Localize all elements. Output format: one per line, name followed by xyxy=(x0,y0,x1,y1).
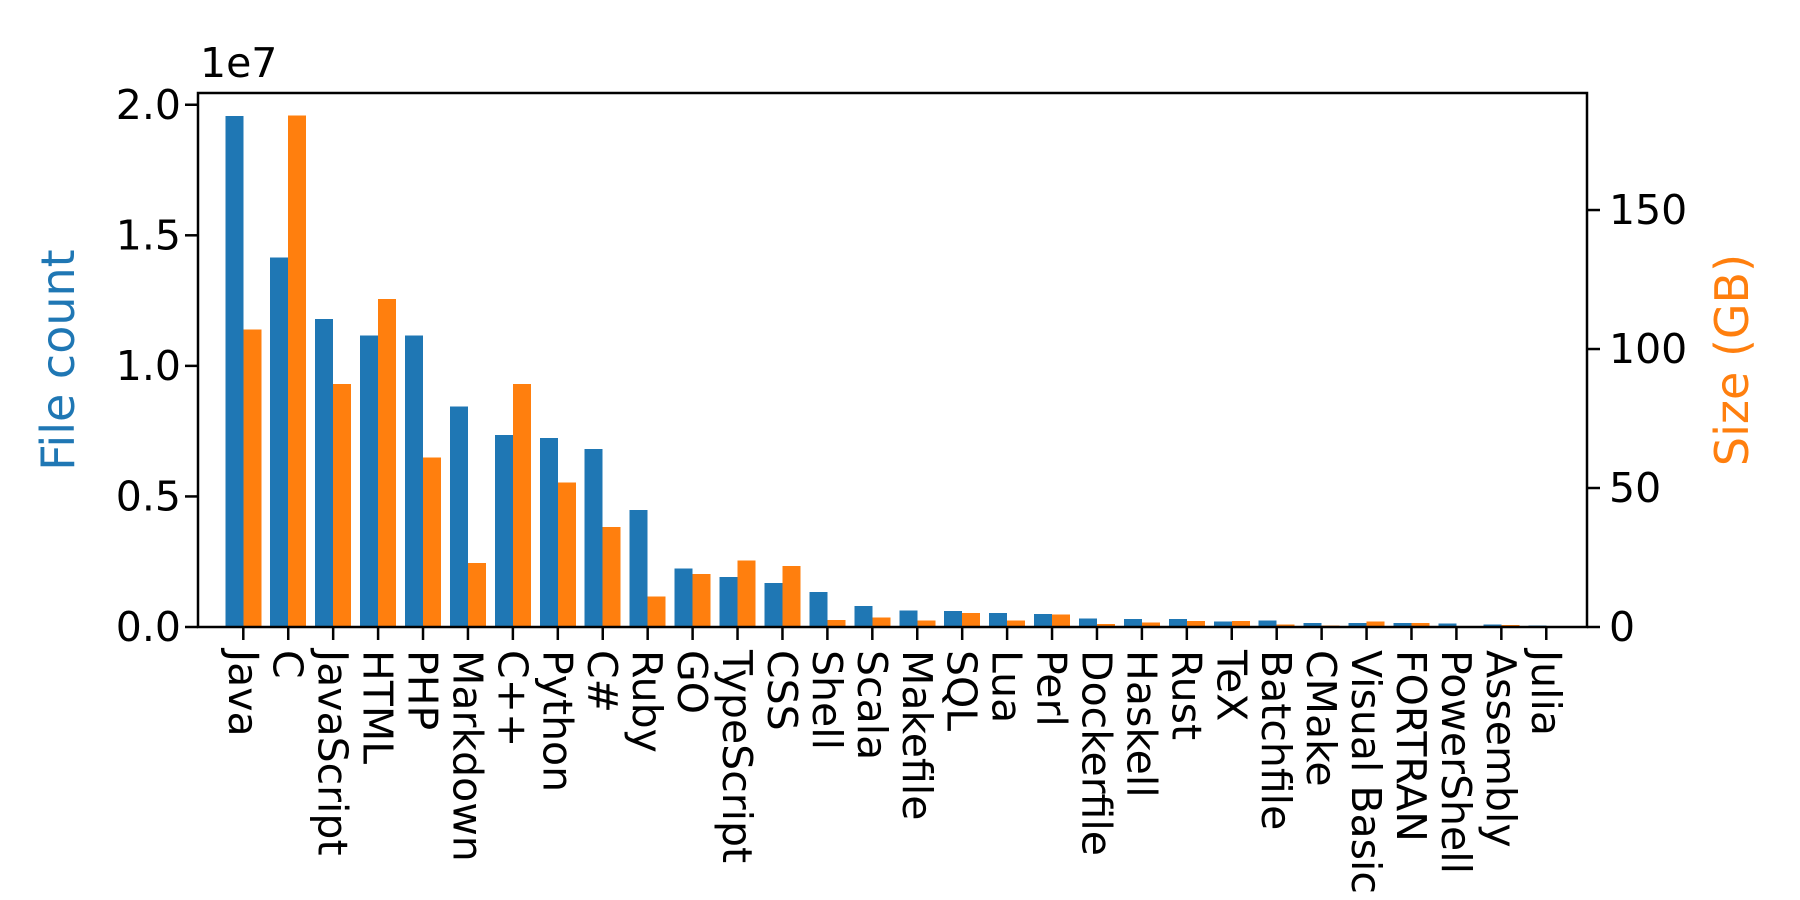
bar-size-C++ xyxy=(512,383,531,627)
left-tick-label-0.0: 0.0 xyxy=(116,603,181,651)
bar-file-count-C# xyxy=(584,448,603,627)
bar-file-count-PHP xyxy=(405,335,424,627)
bar-file-count-Scala xyxy=(854,606,873,627)
bar-file-count-Haskell xyxy=(1123,619,1142,627)
bar-file-count-C xyxy=(270,257,289,627)
x-tick-label-Markdown: Markdown xyxy=(443,650,491,862)
x-tick-label-HTML: HTML xyxy=(354,650,402,764)
bar-file-count-Ruby xyxy=(629,509,648,627)
x-tick-label-PowerShell: PowerShell xyxy=(1432,650,1480,874)
x-tick-label-C: C xyxy=(264,650,312,679)
x-tick-label-TypeScript: TypeScript xyxy=(713,649,761,863)
x-tick-label-Assembly: Assembly xyxy=(1477,650,1525,848)
bar-size-Java xyxy=(243,329,262,627)
x-tick-label-CSS: CSS xyxy=(758,650,806,731)
bar-file-count-Assembly xyxy=(1483,624,1502,627)
bar-size-FORTRAN xyxy=(1411,622,1430,627)
x-tick-label-Dockerfile: Dockerfile xyxy=(1072,650,1120,856)
x-tick-label-Lua: Lua xyxy=(983,650,1031,723)
bar-size-TypeScript xyxy=(737,560,756,627)
bar-file-count-FORTRAN xyxy=(1393,623,1412,627)
bar-file-count-PowerShell xyxy=(1438,623,1457,627)
x-tick-label-GO: GO xyxy=(668,650,716,714)
bar-size-Perl xyxy=(1052,614,1071,627)
bar-size-PHP xyxy=(423,457,442,627)
bar-size-HTML xyxy=(378,298,397,627)
left-tick-label-1.0: 1.0 xyxy=(116,342,181,390)
bar-size-CSS xyxy=(782,565,801,627)
bar-size-Visual Basic xyxy=(1366,621,1385,627)
x-tick-label-TeX: TeX xyxy=(1207,649,1255,721)
bar-file-count-JavaScript xyxy=(315,318,334,627)
bar-file-count-Perl xyxy=(1034,613,1053,627)
bar-file-count-Dockerfile xyxy=(1078,618,1097,627)
bar-file-count-C++ xyxy=(494,434,513,627)
right-tick-label-150: 150 xyxy=(1609,186,1687,234)
x-tick-label-Java: Java xyxy=(219,647,267,737)
bar-file-count-Markdown xyxy=(449,406,468,627)
bar-file-count-Java xyxy=(225,116,244,628)
x-tick-label-Haskell: Haskell xyxy=(1117,650,1165,798)
bar-size-Python xyxy=(557,482,576,627)
bar-size-Dockerfile xyxy=(1096,624,1115,627)
bar-size-C# xyxy=(602,526,621,627)
bar-size-Ruby xyxy=(647,596,666,627)
left-tick-label-1.5: 1.5 xyxy=(116,211,181,259)
x-tick-label-JavaScript: JavaScript xyxy=(309,647,357,856)
x-tick-label-Ruby: Ruby xyxy=(623,650,671,753)
x-tick-label-Scala: Scala xyxy=(848,650,896,760)
x-tick-label-CMake: CMake xyxy=(1297,650,1345,787)
x-tick-label-Rust: Rust xyxy=(1162,650,1210,740)
x-tick-label-Shell: Shell xyxy=(803,650,851,750)
left-tick-label-2.0: 2.0 xyxy=(116,81,181,129)
right-axis-title: Size (GB) xyxy=(1705,254,1759,466)
x-tick-label-Julia: Julia xyxy=(1522,647,1570,736)
bar-file-count-TypeScript xyxy=(719,577,738,627)
x-tick-label-PHP: PHP xyxy=(399,650,447,730)
bar-size-Rust xyxy=(1186,621,1205,627)
x-tick-label-Visual Basic: Visual Basic xyxy=(1342,650,1390,894)
bar-file-count-Makefile xyxy=(899,610,918,627)
bar-file-count-Rust xyxy=(1168,619,1187,627)
bar-size-SQL xyxy=(962,613,981,627)
bar-file-count-TeX xyxy=(1213,621,1232,627)
left-tick-label-0.5: 0.5 xyxy=(116,472,181,520)
x-tick-label-Batchfile: Batchfile xyxy=(1252,650,1300,830)
bar-size-Haskell xyxy=(1141,622,1160,627)
bar-file-count-CMake xyxy=(1303,622,1322,627)
bar-file-count-SQL xyxy=(944,610,963,627)
bar-file-count-HTML xyxy=(360,335,379,627)
right-tick-label-0: 0 xyxy=(1609,603,1635,651)
bar-size-JavaScript xyxy=(333,383,352,627)
bar-size-C xyxy=(288,115,307,628)
x-tick-label-C++: C++ xyxy=(488,650,536,747)
bar-file-count-GO xyxy=(674,568,693,627)
x-tick-label-SQL: SQL xyxy=(938,650,986,731)
bar-size-GO xyxy=(692,574,711,627)
axis-offset-label: 1e7 xyxy=(200,39,277,87)
bar-file-count-Shell xyxy=(809,591,828,627)
x-tick-label-Perl: Perl xyxy=(1028,650,1076,727)
bar-file-count-Lua xyxy=(989,612,1008,627)
left-axis-title: File count xyxy=(31,249,85,470)
right-tick-label-100: 100 xyxy=(1609,325,1687,373)
bar-size-Shell xyxy=(827,619,846,627)
x-tick-label-Python: Python xyxy=(533,650,581,792)
x-tick-label-FORTRAN: FORTRAN xyxy=(1387,650,1435,842)
bar-size-Lua xyxy=(1007,620,1026,627)
right-tick-label-50: 50 xyxy=(1609,464,1661,512)
bar-size-Scala xyxy=(872,617,891,627)
plot-border xyxy=(196,91,1589,629)
x-tick-label-C#: C# xyxy=(578,650,626,713)
bar-file-count-Python xyxy=(539,437,558,627)
bar-file-count-CSS xyxy=(764,582,783,627)
bar-file-count-Visual Basic xyxy=(1348,623,1367,627)
bar-size-TeX xyxy=(1231,621,1250,627)
bar-size-Markdown xyxy=(467,563,486,627)
x-tick-label-Makefile: Makefile xyxy=(893,650,941,820)
bar-file-count-Batchfile xyxy=(1258,620,1277,627)
bar-size-Makefile xyxy=(917,620,936,627)
